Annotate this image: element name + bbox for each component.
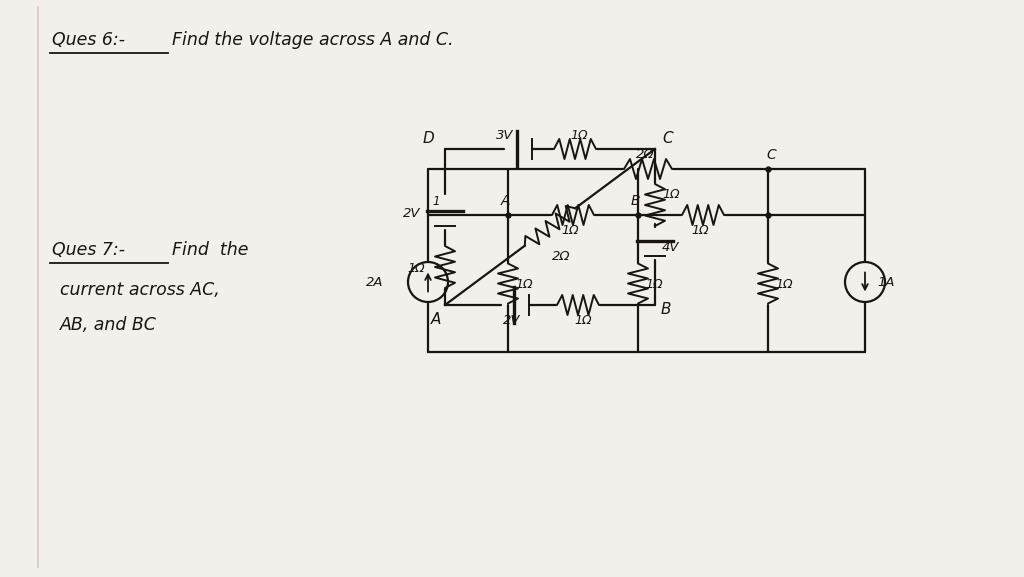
Text: 1Ω: 1Ω <box>645 279 663 291</box>
Text: C: C <box>662 131 673 146</box>
Text: 1Ω: 1Ω <box>407 262 425 275</box>
Text: 1Ω: 1Ω <box>570 129 588 142</box>
Text: 1Ω: 1Ω <box>662 188 680 201</box>
Text: C: C <box>766 148 776 162</box>
Text: 1: 1 <box>432 195 439 208</box>
Text: 4V: 4V <box>662 241 680 254</box>
Text: B: B <box>631 194 640 208</box>
Text: Find the voltage across A and C.: Find the voltage across A and C. <box>172 31 454 49</box>
Text: 2Ω: 2Ω <box>552 250 570 263</box>
Text: B: B <box>662 302 672 317</box>
Text: Ques 6:-: Ques 6:- <box>52 31 125 49</box>
Text: 2A: 2A <box>366 276 384 289</box>
Text: 1Ω: 1Ω <box>515 279 532 291</box>
Text: 1Ω: 1Ω <box>775 279 793 291</box>
Text: 1Ω: 1Ω <box>574 314 592 327</box>
Text: Find  the: Find the <box>172 241 249 259</box>
Text: A: A <box>501 194 511 208</box>
Text: Ques 7:-: Ques 7:- <box>52 241 125 259</box>
Text: AB, and BC: AB, and BC <box>60 316 157 334</box>
Text: A: A <box>431 312 441 327</box>
Text: 1Ω: 1Ω <box>561 224 579 237</box>
Text: 1Ω: 1Ω <box>691 224 709 237</box>
Text: 2V: 2V <box>503 314 520 327</box>
Text: current across AC,: current across AC, <box>60 281 220 299</box>
Text: 2Ω: 2Ω <box>636 148 654 161</box>
Text: D: D <box>423 131 435 146</box>
Text: 1A: 1A <box>877 276 895 289</box>
Text: 2V: 2V <box>403 207 421 220</box>
Text: 3V: 3V <box>496 129 513 142</box>
